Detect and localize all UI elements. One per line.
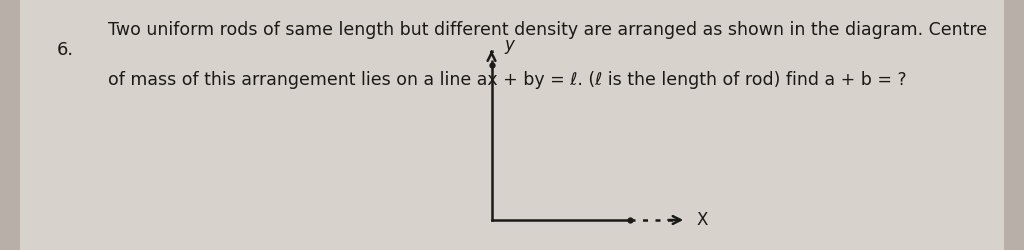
FancyBboxPatch shape bbox=[20, 0, 1004, 250]
Text: of mass of this arrangement lies on a line ax + by = ℓ. (ℓ is the length of rod): of mass of this arrangement lies on a li… bbox=[108, 71, 906, 89]
Text: Two uniform rods of same length but different density are arranged as shown in t: Two uniform rods of same length but diff… bbox=[108, 21, 987, 39]
Text: X: X bbox=[696, 211, 708, 229]
Text: 6.: 6. bbox=[56, 41, 74, 59]
Text: y: y bbox=[505, 36, 515, 54]
